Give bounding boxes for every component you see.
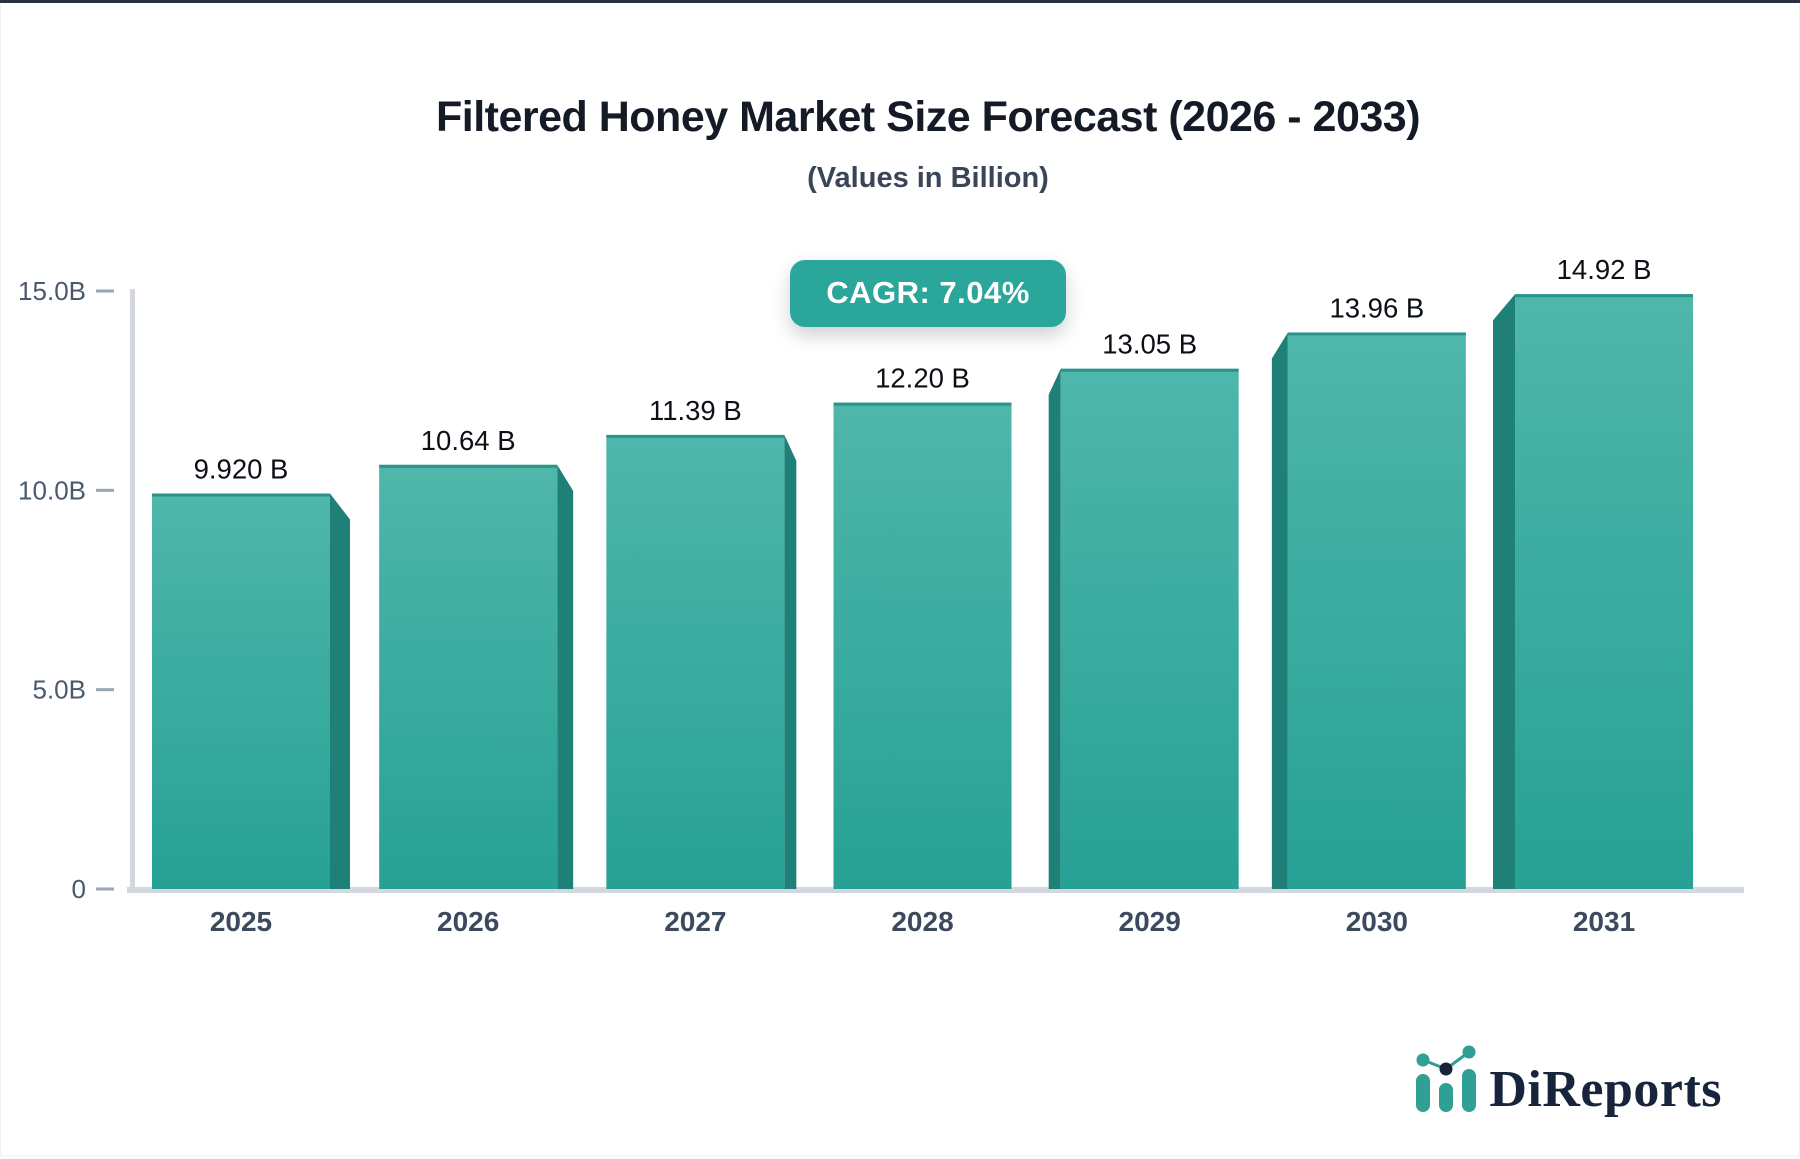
chart-header: Filtered Honey Market Size Forecast (202… — [56, 93, 1800, 195]
bar-side-2029 — [1048, 368, 1061, 889]
x-tick-label: 2031 — [1573, 906, 1635, 937]
y-axis-line — [130, 289, 135, 892]
bar-top-edge-2026 — [379, 464, 558, 468]
cagr-badge: CAGR: 7.04% — [790, 260, 1066, 327]
y-tick-label: 10.0B — [18, 475, 86, 505]
bar-value-label: 9.920 B — [194, 454, 289, 485]
y-tick-mark — [96, 289, 114, 293]
bar-value-label: 13.05 B — [1102, 329, 1197, 360]
bar-value-label: 11.39 B — [649, 395, 742, 426]
bar-value-label: 12.20 B — [875, 363, 970, 394]
x-tick-label: 2029 — [1119, 906, 1181, 937]
bar-2026 — [379, 464, 558, 889]
bar-top-edge-2025 — [152, 493, 330, 497]
bar-top-edge-2030 — [1287, 332, 1466, 336]
bar-value-label: 13.96 B — [1329, 292, 1424, 323]
bar-2031 — [1515, 294, 1694, 889]
bar-value-label: 14.92 B — [1557, 254, 1652, 285]
direports-logo-text: DiReports — [1489, 1061, 1722, 1119]
bar-top-edge-2028 — [833, 402, 1012, 406]
chart-title: Filtered Honey Market Size Forecast (202… — [435, 93, 1421, 141]
bar-top-edge-2029 — [1060, 368, 1239, 372]
chart-subtitle: (Values in Billion) — [807, 162, 1049, 195]
bar-side-2026 — [557, 464, 574, 889]
y-tick-label: 5.0B — [33, 675, 87, 705]
bar-side-2031 — [1493, 294, 1516, 889]
cagr-badge-row: CAGR: 7.04% — [56, 260, 1800, 327]
x-tick-label: 2026 — [437, 906, 499, 937]
x-tick-label: 2027 — [664, 906, 726, 937]
bar-side-2030 — [1271, 332, 1288, 890]
bar-2025 — [152, 493, 330, 889]
direports-logo: DiReports — [1415, 1042, 1722, 1119]
x-axis-line — [127, 887, 1744, 893]
cagr-badge-label: CAGR: 7.04% — [826, 275, 1030, 310]
bar-top-edge-2027 — [606, 434, 785, 438]
bar-2028 — [833, 402, 1012, 889]
y-tick-label: 15.0B — [18, 276, 86, 306]
bar-2027 — [606, 434, 785, 889]
y-tick-mark — [96, 887, 114, 891]
bar-top-edge-2031 — [1515, 294, 1694, 298]
bar-value-label: 10.64 B — [421, 425, 516, 456]
bar-2029 — [1060, 368, 1239, 889]
bar-chart: 0 5.0B 10.0B 15.0B 9.920 B 2025 10.64 B 2026 11.… — [18, 254, 1744, 937]
y-tick-label: 0 — [72, 874, 86, 904]
y-tick-mark — [96, 488, 114, 492]
bar-side-2027 — [784, 434, 797, 889]
direports-logo-icon — [1416, 1045, 1477, 1112]
y-tick-mark — [96, 688, 114, 692]
x-tick-label: 2028 — [891, 906, 953, 937]
bar-side-2025 — [330, 493, 350, 889]
x-tick-label: 2025 — [210, 906, 272, 937]
x-tick-label: 2030 — [1346, 906, 1408, 937]
bar-2030 — [1287, 332, 1466, 890]
